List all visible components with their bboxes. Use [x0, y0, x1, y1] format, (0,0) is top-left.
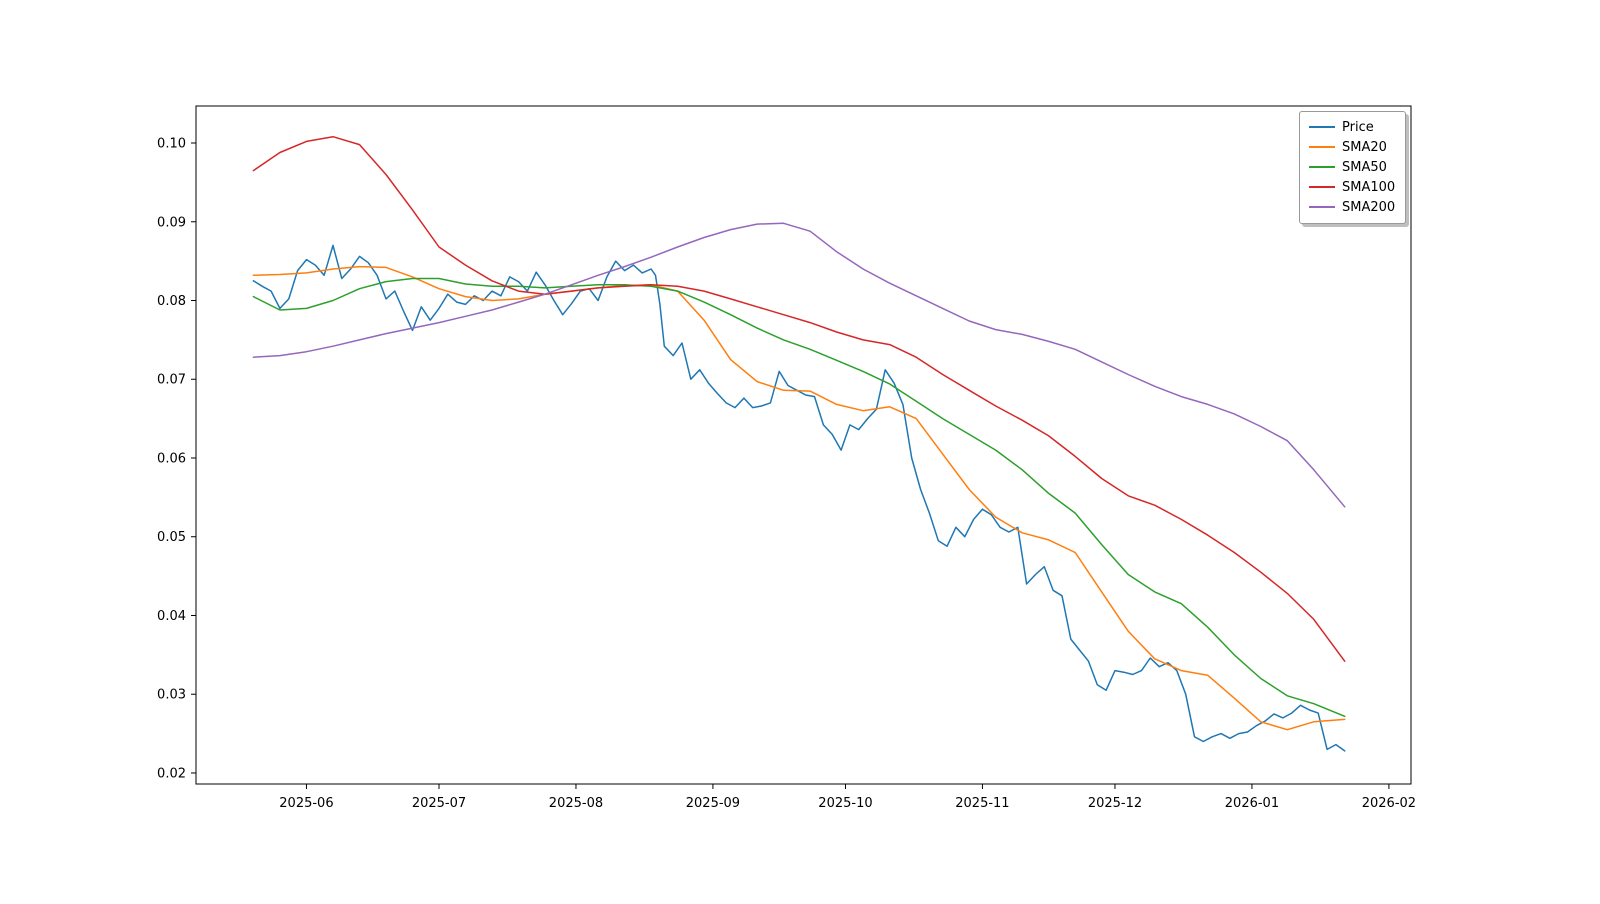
sma50-line-swatch — [1309, 166, 1335, 168]
x-tick-label: 2025-10 — [818, 796, 872, 811]
sma200-line — [252, 222, 1346, 508]
x-tick-label: 2026-02 — [1362, 796, 1416, 811]
sma50-line — [252, 277, 1346, 718]
x-tick-label: 2025-11 — [955, 796, 1009, 811]
price-line — [252, 244, 1346, 752]
y-tick-label: 0.07 — [157, 373, 186, 388]
sma20-line-swatch — [1309, 146, 1335, 148]
price-line-swatch — [1309, 126, 1335, 128]
y-tick-label: 0.04 — [157, 609, 186, 624]
legend-item-sma50: SMA50 — [1309, 157, 1395, 177]
y-tick-label: 0.03 — [157, 688, 186, 703]
legend-label-price: Price — [1342, 119, 1374, 135]
axes-frame — [195, 105, 1412, 785]
legend: Price SMA20 SMA50 SMA100 SMA200 — [1299, 111, 1407, 224]
sma200-line-swatch — [1309, 206, 1335, 208]
y-tick-label: 0.06 — [157, 451, 186, 466]
legend-item-sma20: SMA20 — [1309, 137, 1395, 157]
sma100-line — [252, 135, 1346, 662]
legend-item-sma200: SMA200 — [1309, 197, 1395, 217]
legend-label-sma100: SMA100 — [1342, 179, 1396, 195]
y-tick-label: 0.10 — [157, 137, 186, 152]
x-tick-label: 2026-01 — [1225, 796, 1279, 811]
x-tick-label: 2025-09 — [686, 796, 740, 811]
x-tick-label: 2025-07 — [412, 796, 466, 811]
legend-item-sma100: SMA100 — [1309, 177, 1395, 197]
y-tick-label: 0.09 — [157, 215, 186, 230]
legend-label-sma50: SMA50 — [1342, 159, 1387, 175]
legend-label-sma200: SMA200 — [1342, 199, 1396, 215]
x-tick-label: 2025-06 — [279, 796, 333, 811]
y-tick-label: 0.05 — [157, 530, 186, 545]
y-tick-label: 0.08 — [157, 294, 186, 309]
x-tick-label: 2025-08 — [549, 796, 603, 811]
y-tick-label: 0.02 — [157, 766, 186, 781]
sma100-line-swatch — [1309, 186, 1335, 188]
legend-item-price: Price — [1309, 117, 1395, 137]
legend-label-sma20: SMA20 — [1342, 139, 1387, 155]
x-tick-label: 2025-12 — [1088, 796, 1142, 811]
sma20-line — [252, 265, 1346, 731]
